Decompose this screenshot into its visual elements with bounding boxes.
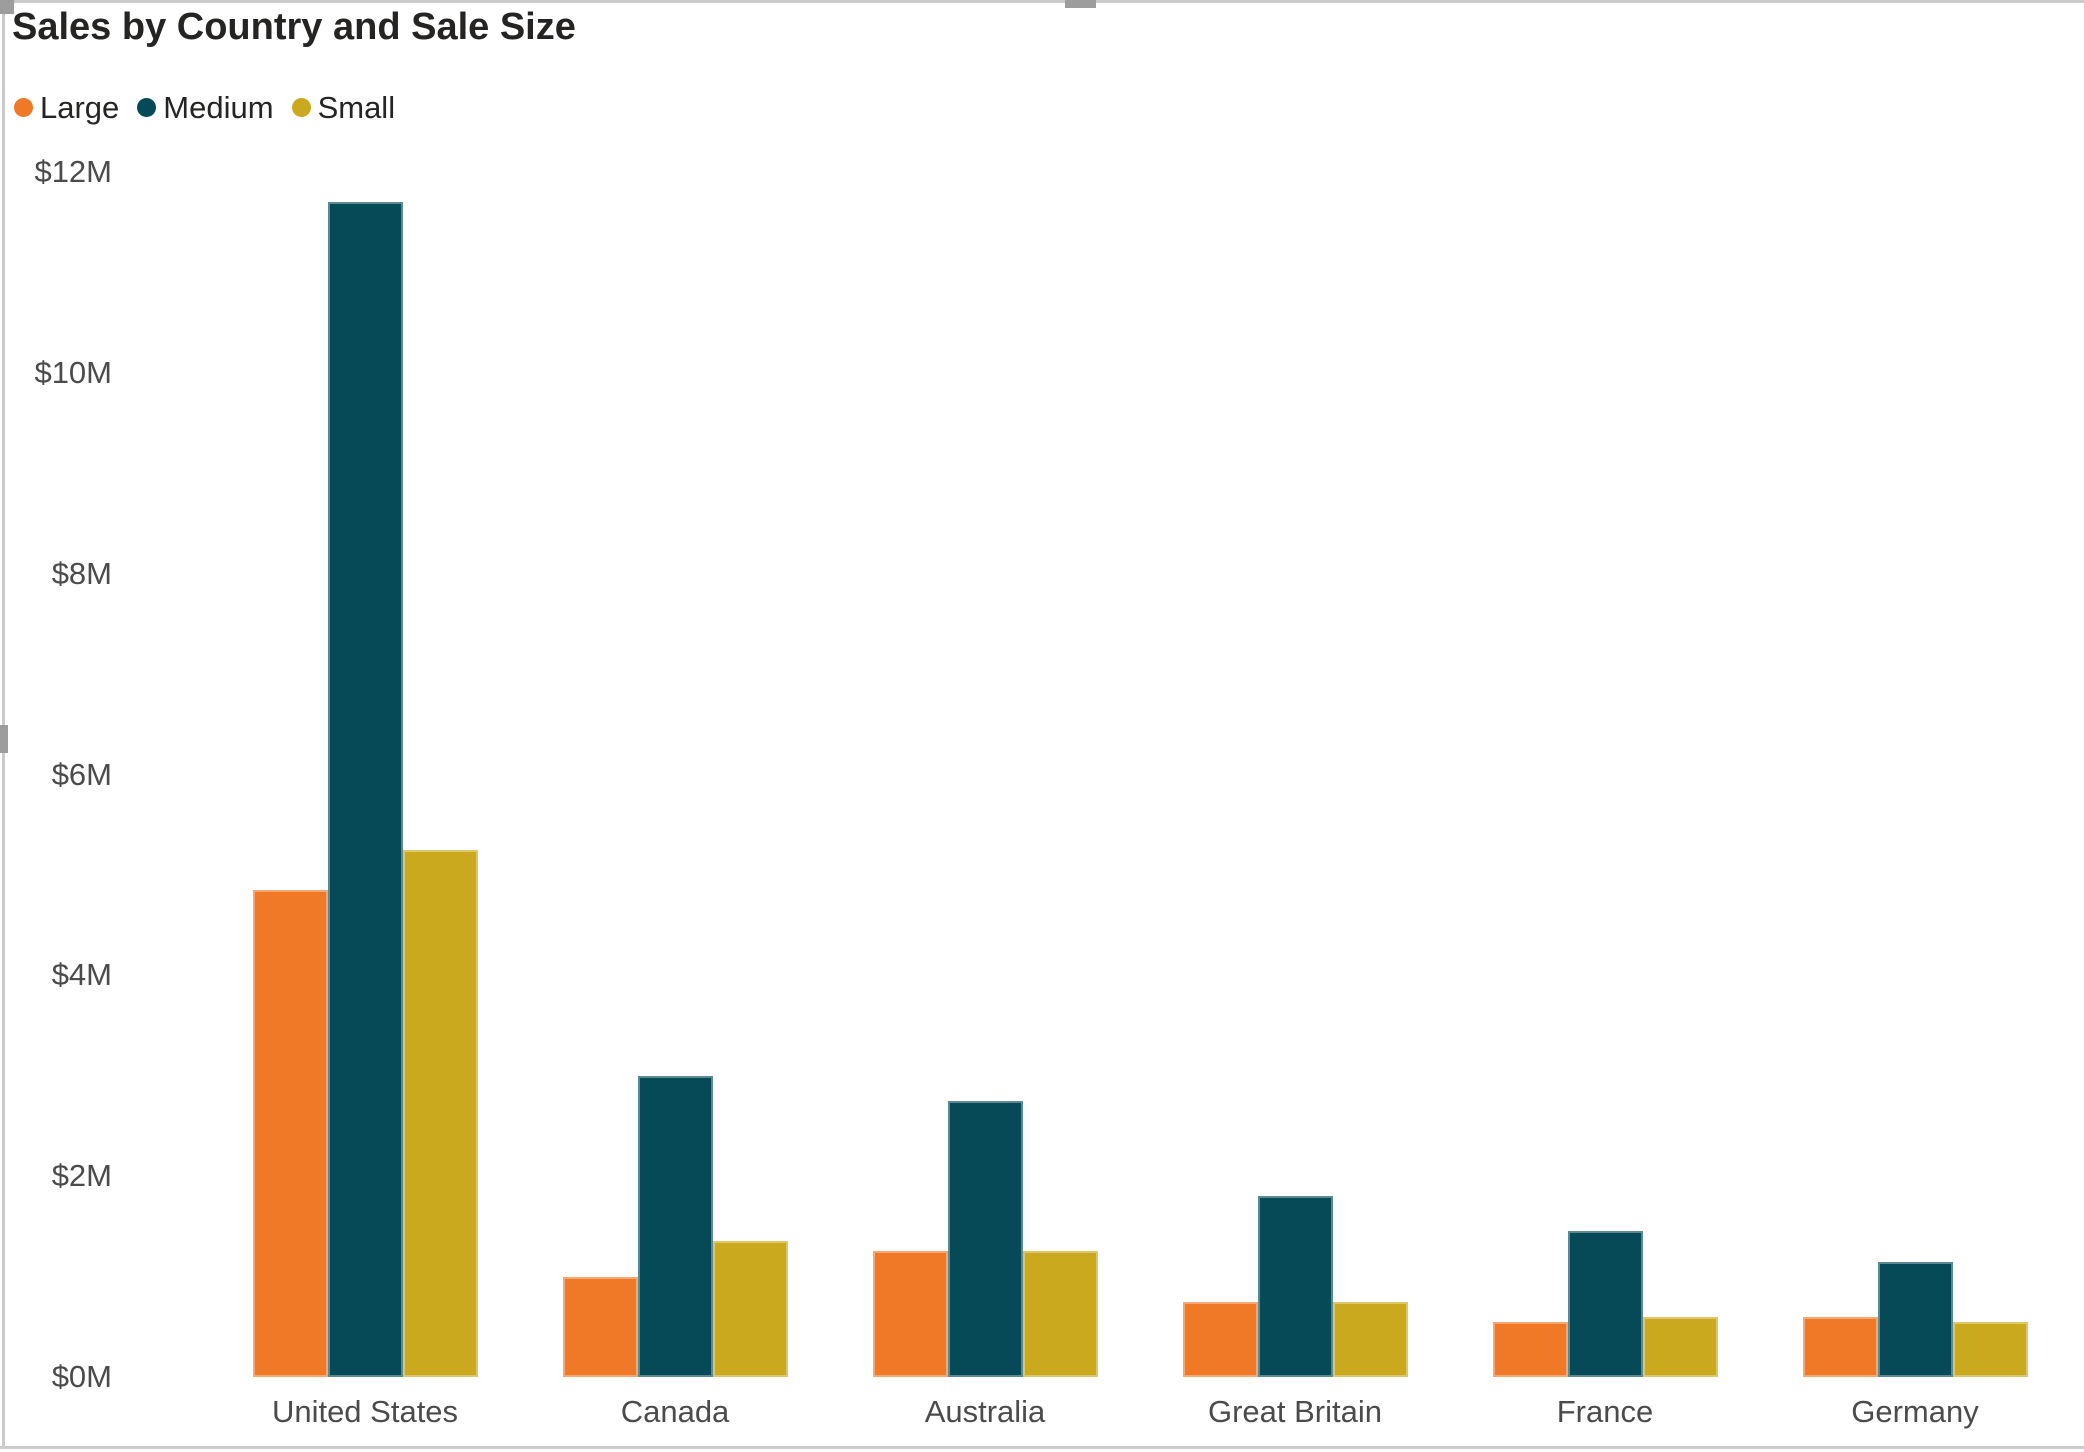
resize-handle-left[interactable] bbox=[0, 725, 8, 753]
bar-united-states-small[interactable] bbox=[402, 849, 478, 1377]
legend-item-medium[interactable]: Medium bbox=[137, 90, 274, 125]
legend-label: Medium bbox=[163, 90, 274, 125]
x-axis-label-great-britain: Great Britain bbox=[1207, 1394, 1382, 1429]
bar-united-states-medium[interactable] bbox=[327, 202, 403, 1377]
bar-france-large[interactable] bbox=[1492, 1321, 1568, 1377]
x-axis-label-germany: Germany bbox=[1851, 1394, 1979, 1429]
bar-canada-small[interactable] bbox=[712, 1241, 788, 1377]
bar-great-britain-large[interactable] bbox=[1182, 1301, 1258, 1377]
x-axis-label-canada: Canada bbox=[620, 1394, 730, 1429]
legend-dot-medium bbox=[137, 98, 157, 117]
bar-united-states-large[interactable] bbox=[252, 889, 328, 1377]
legend-label: Large bbox=[40, 90, 120, 125]
bar-australia-small[interactable] bbox=[1022, 1251, 1098, 1377]
bar-germany-large[interactable] bbox=[1802, 1316, 1878, 1377]
y-axis-tick-label: $4M bbox=[51, 957, 112, 993]
y-axis-tick-label: $0M bbox=[51, 1359, 112, 1394]
y-axis-tick-label: $8M bbox=[51, 555, 112, 591]
legend-item-large[interactable]: Large bbox=[14, 92, 119, 123]
y-axis-tick-label: $12M bbox=[34, 154, 112, 189]
tile-border-top bbox=[0, 0, 2084, 3]
x-axis-label-australia: Australia bbox=[924, 1394, 1046, 1429]
legend-dot-small bbox=[291, 98, 311, 117]
bar-australia-medium[interactable] bbox=[947, 1100, 1023, 1377]
y-axis-tick-label: $6M bbox=[51, 756, 112, 792]
bar-germany-medium[interactable] bbox=[1877, 1261, 1953, 1377]
resize-handle-top[interactable] bbox=[1065, 0, 1096, 8]
x-axis-label-united-states: United States bbox=[271, 1394, 459, 1429]
legend-dot-large bbox=[14, 98, 33, 117]
bar-canada-medium[interactable] bbox=[637, 1075, 713, 1377]
legend-label: Small bbox=[317, 90, 396, 125]
legend-item-small[interactable]: Small bbox=[291, 90, 396, 125]
legend: Large Medium Small bbox=[14, 92, 395, 123]
bar-great-britain-small[interactable] bbox=[1332, 1301, 1408, 1377]
y-axis-tick-label: $10M bbox=[34, 354, 112, 390]
y-axis-tick-label: $2M bbox=[51, 1158, 112, 1194]
tile-border-bottom bbox=[0, 1446, 2084, 1449]
x-axis-label-france: France bbox=[1556, 1394, 1654, 1429]
resize-handle-corner[interactable] bbox=[0, 0, 14, 14]
bar-great-britain-medium[interactable] bbox=[1257, 1196, 1333, 1377]
bar-germany-small[interactable] bbox=[1952, 1321, 2028, 1377]
bar-australia-large[interactable] bbox=[872, 1251, 948, 1377]
bar-france-small[interactable] bbox=[1642, 1316, 1718, 1377]
bar-france-medium[interactable] bbox=[1567, 1231, 1643, 1377]
bar-canada-large[interactable] bbox=[562, 1276, 638, 1377]
chart-title: Sales by Country and Sale Size bbox=[12, 6, 576, 48]
